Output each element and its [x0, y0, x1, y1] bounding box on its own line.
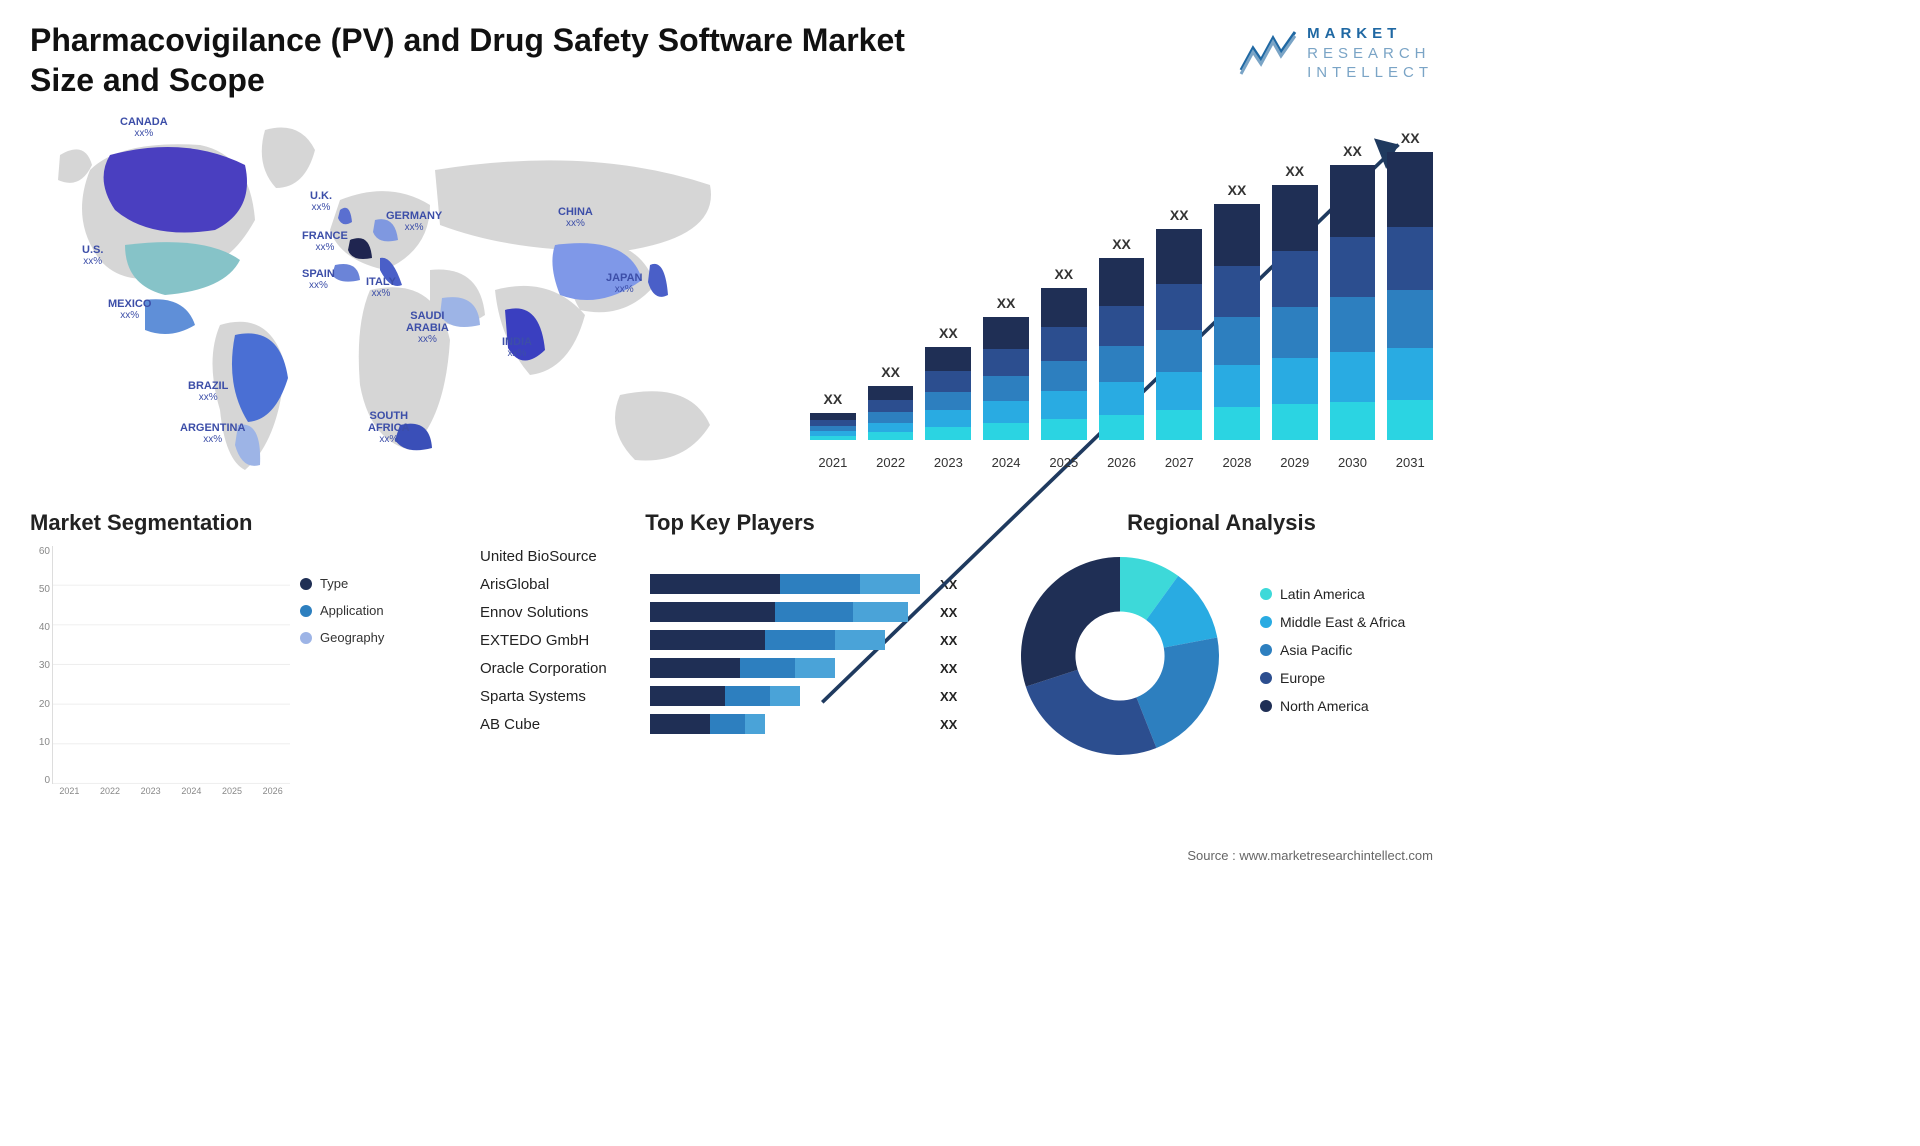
brand-logo-mark [1239, 30, 1297, 76]
regional-analysis-section: Regional Analysis Latin America Middle Ea… [1010, 510, 1433, 806]
segmentation-chart: 6050403020100 202120222023202420252026 [30, 546, 290, 806]
map-label: MEXICOxx% [108, 298, 151, 321]
page-title: Pharmacovigilance (PV) and Drug Safety S… [30, 20, 930, 100]
trend-bar-2022: XX [868, 130, 914, 440]
map-label: ARGENTINAxx% [180, 422, 245, 445]
map-label: U.K.xx% [310, 190, 332, 213]
brand-logo-text: MARKET RESEARCH INTELLECT [1307, 24, 1433, 83]
segmentation-title: Market Segmentation [30, 510, 450, 536]
legend-item: Latin America [1260, 586, 1405, 602]
trend-bar-2028: XX [1214, 130, 1260, 440]
trend-bar-chart: XXXXXXXXXXXXXXXXXXXXXX 20212022202320242… [770, 110, 1433, 480]
legend-item: Application [300, 603, 384, 618]
world-map-chart: CANADAxx% U.S.xx% MEXICOxx% BRAZILxx% ARGENT… [30, 110, 770, 480]
trend-bar-2027: XX [1156, 130, 1202, 440]
trend-bar-2023: XX [925, 130, 971, 440]
regional-title: Regional Analysis [1010, 510, 1433, 536]
map-label: INDIAxx% [502, 336, 532, 359]
trend-bar-2031: XX [1387, 130, 1433, 440]
brand-logo: MARKET RESEARCH INTELLECT [1239, 24, 1433, 83]
player-row: Oracle CorporationXX [480, 658, 990, 678]
map-label: ITALYxx% [366, 276, 396, 299]
map-label: SAUDIARABIAxx% [406, 310, 449, 345]
legend-item: Type [300, 576, 384, 591]
map-label: SOUTHAFRICAxx% [368, 410, 410, 445]
regional-legend: Latin America Middle East & Africa Asia Pa… [1260, 586, 1405, 726]
trend-bar-2024: XX [983, 130, 1029, 440]
players-title: Top Key Players [470, 510, 990, 536]
map-label: JAPANxx% [606, 272, 642, 295]
players-list: United BioSource ArisGlobalXX Ennov Soluti… [470, 546, 990, 734]
header: Pharmacovigilance (PV) and Drug Safety S… [30, 20, 1433, 100]
legend-item: Geography [300, 630, 384, 645]
map-label: FRANCExx% [302, 230, 348, 253]
legend-item: Europe [1260, 670, 1405, 686]
player-row: ArisGlobalXX [480, 574, 990, 594]
trend-bar-2021: XX [810, 130, 856, 440]
map-label: U.S.xx% [82, 244, 103, 267]
player-row: Ennov SolutionsXX [480, 602, 990, 622]
player-row: United BioSource [480, 546, 990, 566]
map-label: CANADAxx% [120, 116, 168, 139]
trend-bar-2030: XX [1330, 130, 1376, 440]
map-label: BRAZILxx% [188, 380, 228, 403]
market-segmentation-section: Market Segmentation 6050403020100 202120… [30, 510, 450, 806]
segmentation-legend: Type Application Geography [300, 576, 384, 806]
map-label: SPAINxx% [302, 268, 335, 291]
legend-item: Middle East & Africa [1260, 614, 1405, 630]
player-row: Sparta SystemsXX [480, 686, 990, 706]
trend-bar-2029: XX [1272, 130, 1318, 440]
player-row: AB CubeXX [480, 714, 990, 734]
legend-item: Asia Pacific [1260, 642, 1405, 658]
map-label: GERMANYxx% [386, 210, 442, 233]
trend-bar-2026: XX [1099, 130, 1145, 440]
player-row: EXTEDO GmbHXX [480, 630, 990, 650]
map-label: CHINAxx% [558, 206, 593, 229]
top-players-section: Top Key Players United BioSource ArisGlob… [470, 510, 990, 806]
legend-item: North America [1260, 698, 1405, 714]
regional-donut-chart [1010, 546, 1230, 766]
trend-bar-2025: XX [1041, 130, 1087, 440]
source-text: Source : www.marketresearchintellect.com [1187, 848, 1433, 863]
